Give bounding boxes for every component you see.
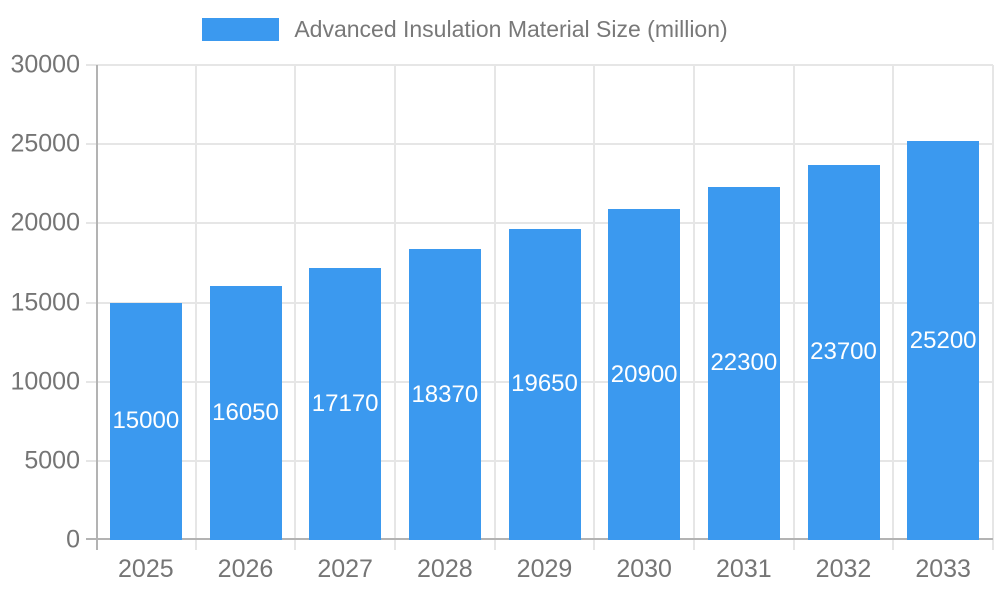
bar-value-label: 20900 (610, 360, 678, 388)
plot-area: 0 5000 10000 15000 20000 25000 30000 15000 2025 1… (10, 51, 994, 583)
x-axis-tick-label: 2027 (317, 555, 373, 583)
x-gridline (294, 65, 297, 550)
x-axis-tick-label: 2025 (118, 555, 174, 583)
bar-value-label: 22300 (710, 349, 778, 377)
bar-2026[interactable]: 16050 (209, 285, 282, 540)
y-axis-tick-label: 10000 (10, 367, 80, 396)
bar-2028[interactable]: 18370 (408, 249, 481, 540)
y-gridline (86, 222, 993, 225)
bar-2032[interactable]: 23700 (807, 164, 880, 540)
x-axis-tick-label: 2030 (616, 555, 672, 583)
bar-value-label: 23700 (810, 338, 877, 366)
x-gridline (593, 65, 596, 550)
bar-value-label: 25200 (909, 326, 977, 354)
legend-swatch-icon (202, 18, 280, 41)
y-gridline (86, 143, 993, 146)
x-gridline (892, 65, 895, 550)
y-axis-tick-label: 15000 (10, 288, 80, 316)
x-gridline (493, 65, 496, 550)
x-gridline (992, 65, 994, 550)
bar-value-label: 18370 (411, 380, 479, 408)
x-axis-tick-label: 2026 (217, 555, 274, 583)
x-gridline (693, 65, 695, 550)
y-axis-tick-label: 25000 (10, 129, 80, 158)
y-gridline (86, 64, 993, 66)
y-axis-tick-label: 20000 (10, 208, 80, 237)
x-gridline (792, 65, 795, 550)
y-axis-tick-label: 5000 (24, 446, 80, 475)
bar-value-label: 16050 (212, 398, 279, 426)
bar-value-label: 19650 (511, 370, 578, 398)
bar-2030[interactable]: 20900 (608, 209, 681, 540)
bar-2029[interactable]: 19650 (508, 228, 581, 540)
bar-2027[interactable]: 17170 (309, 268, 382, 540)
y-axis-tick-label: 30000 (10, 50, 80, 79)
x-axis-tick-label: 2028 (417, 555, 473, 583)
bar-value-label: 15000 (112, 407, 180, 435)
x-gridline (194, 65, 197, 550)
legend-label: Advanced Insulation Material Size (milli… (294, 16, 728, 42)
bar-2033[interactable]: 25200 (907, 141, 980, 540)
bar-2031[interactable]: 22300 (707, 186, 780, 540)
y-axis-line (96, 65, 98, 550)
x-axis-tick-label: 2032 (815, 555, 872, 583)
x-axis-tick-label: 2033 (915, 555, 971, 583)
x-gridline (394, 65, 396, 550)
x-axis-tick-label: 2029 (516, 555, 573, 583)
bar-value-label: 17170 (311, 390, 379, 418)
x-axis-tick-label: 2031 (716, 555, 772, 583)
bar-2025[interactable]: 15000 (109, 302, 182, 540)
y-axis-tick-label: 0 (66, 525, 80, 554)
legend[interactable]: Advanced Insulation Material Size (milli… (0, 16, 930, 43)
